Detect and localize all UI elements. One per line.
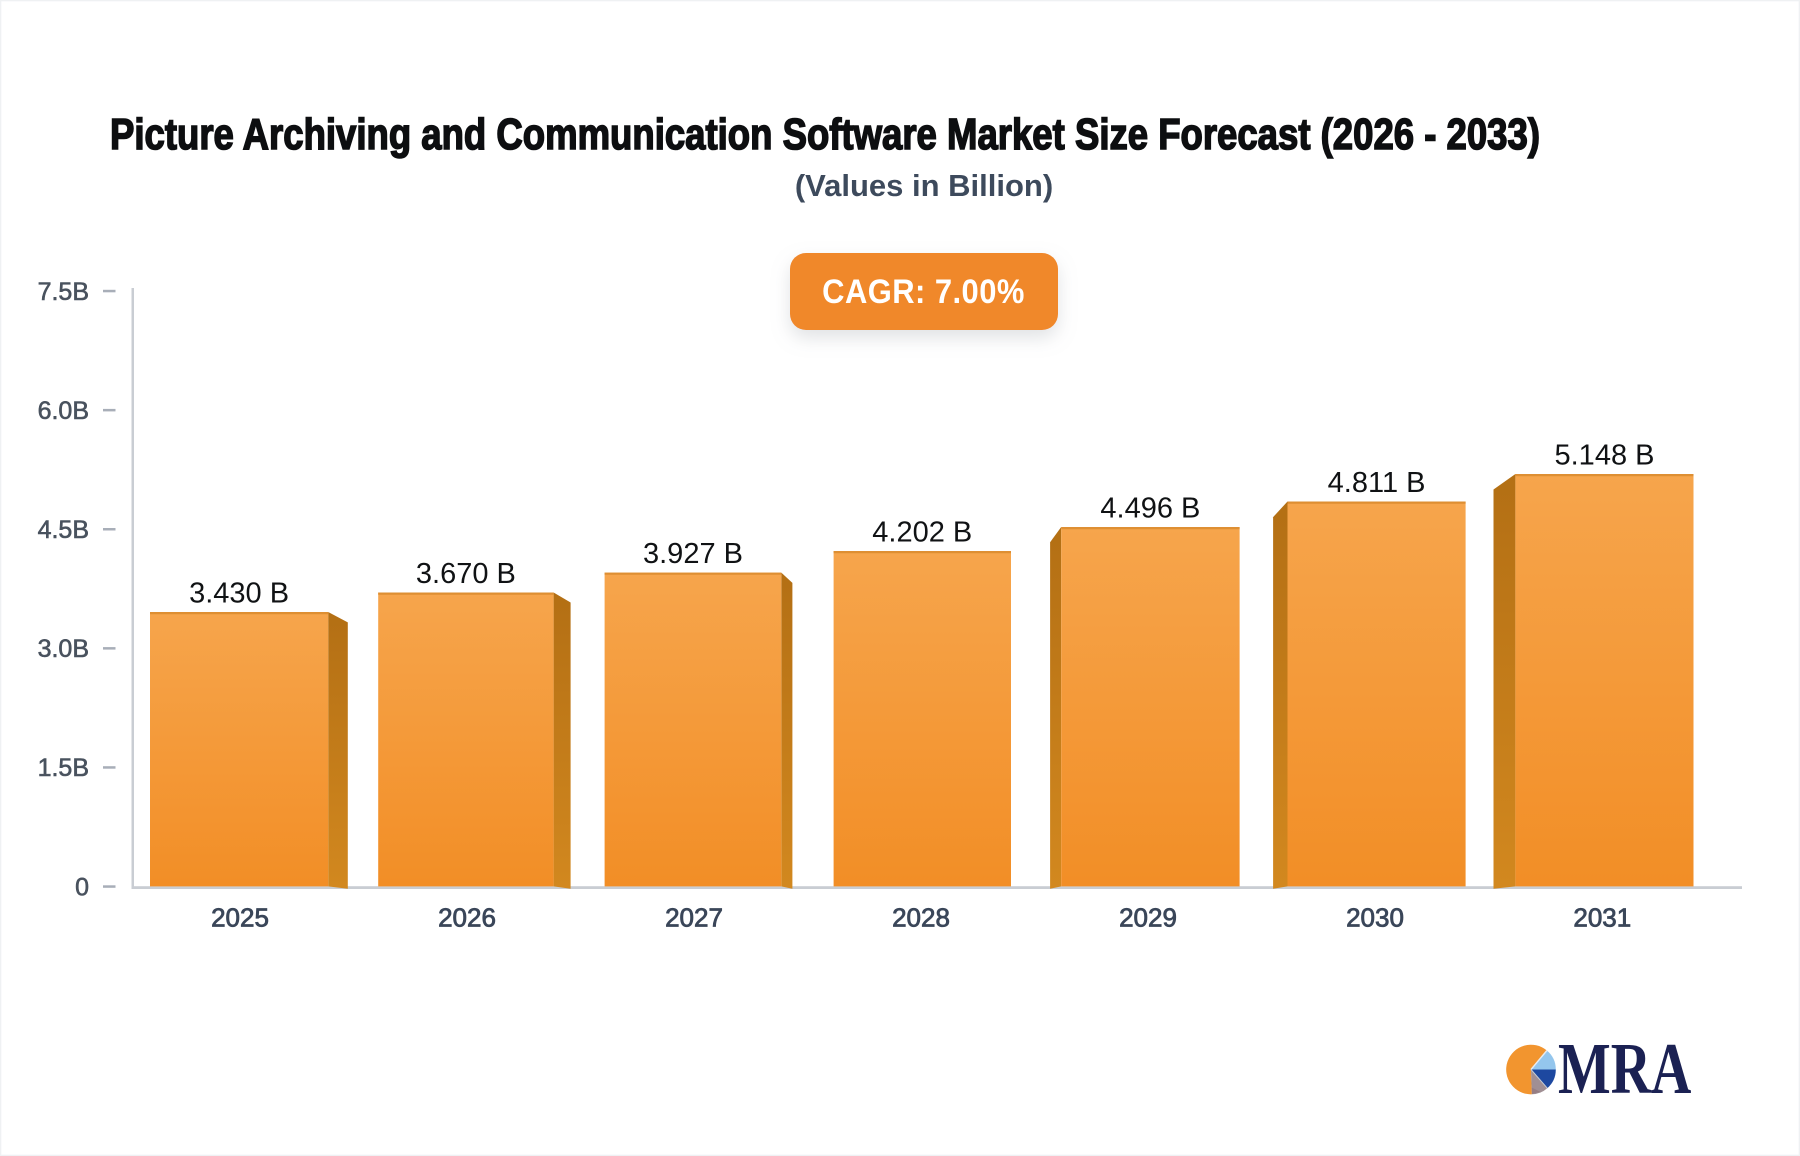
svg-text:4.811 B: 4.811 B xyxy=(1328,467,1426,499)
svg-text:3.670 B: 3.670 B xyxy=(416,558,516,590)
svg-text:4.5B: 4.5B xyxy=(38,516,89,544)
svg-text:Picture Archiving and Communic: Picture Archiving and Communication Soft… xyxy=(110,109,1540,159)
svg-text:4.202 B: 4.202 B xyxy=(872,517,972,549)
svg-text:3.430 B: 3.430 B xyxy=(189,578,289,610)
svg-text:2028: 2028 xyxy=(892,903,950,933)
svg-text:5.148 B: 5.148 B xyxy=(1555,440,1655,472)
svg-text:2029: 2029 xyxy=(1119,903,1177,933)
svg-text:3.0B: 3.0B xyxy=(38,635,89,663)
svg-text:CAGR: 7.00%: CAGR: 7.00% xyxy=(822,273,1025,311)
svg-text:0: 0 xyxy=(75,873,89,901)
svg-text:7.5B: 7.5B xyxy=(38,278,89,306)
svg-text:2026: 2026 xyxy=(438,903,496,933)
svg-text:(Values in Billion): (Values in Billion) xyxy=(795,168,1053,203)
svg-text:2030: 2030 xyxy=(1346,903,1404,933)
svg-text:3.927 B: 3.927 B xyxy=(643,538,743,570)
svg-text:2027: 2027 xyxy=(665,903,723,933)
svg-text:MRA: MRA xyxy=(1558,1029,1691,1110)
svg-text:6.0B: 6.0B xyxy=(38,397,89,425)
svg-text:2031: 2031 xyxy=(1573,903,1631,933)
svg-text:1.5B: 1.5B xyxy=(38,754,89,782)
svg-text:2025: 2025 xyxy=(211,903,269,933)
svg-text:4.496 B: 4.496 B xyxy=(1100,493,1200,525)
